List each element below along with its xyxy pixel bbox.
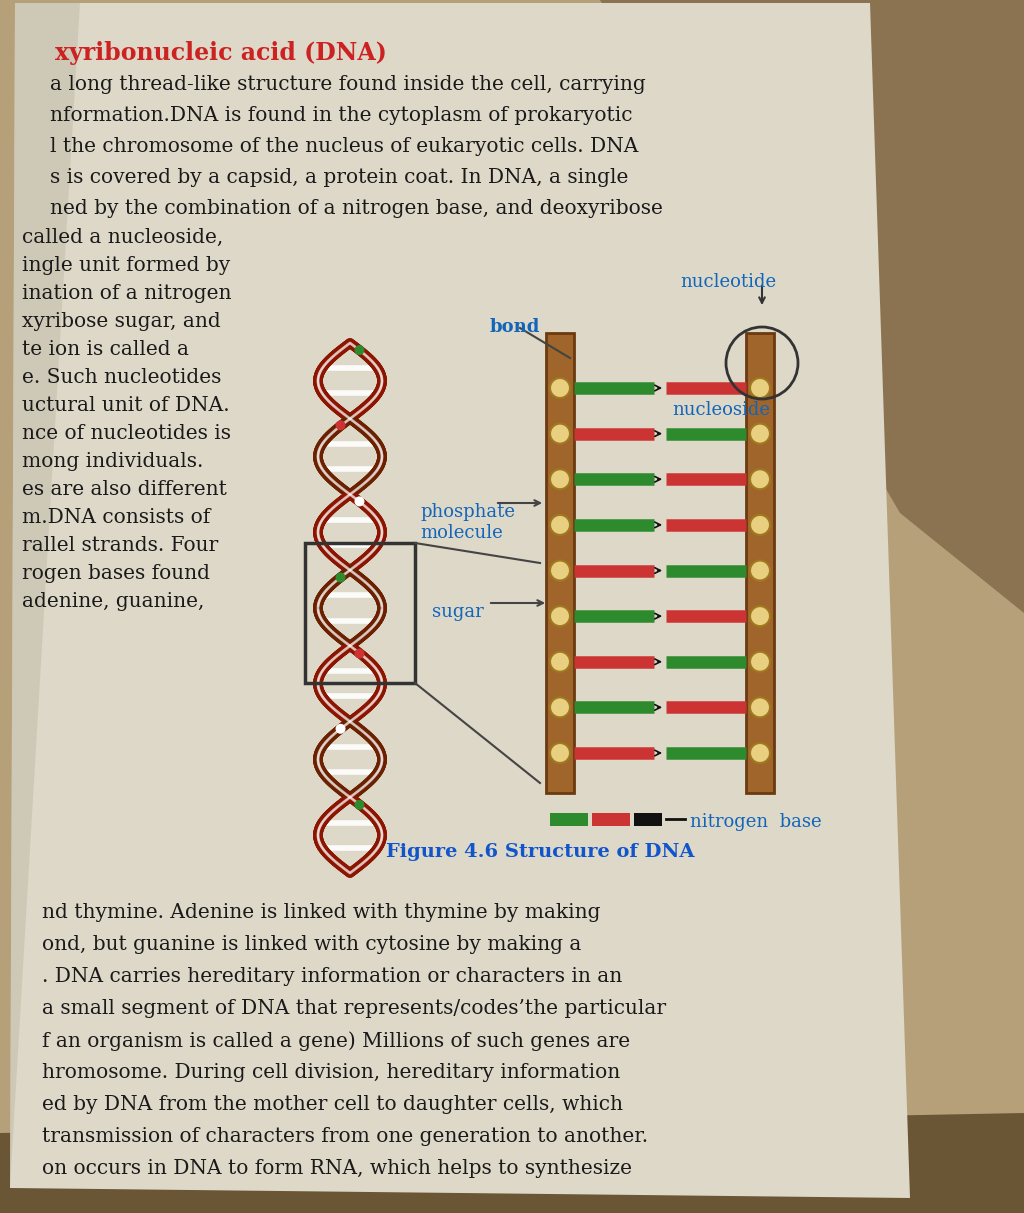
Text: called a nucleoside,: called a nucleoside, <box>22 228 223 247</box>
Text: a small segment of DNA that represents/codes’the particular: a small segment of DNA that represents/c… <box>42 1000 667 1018</box>
Circle shape <box>550 378 570 398</box>
Text: f an organism is called a gene) Millions of such genes are: f an organism is called a gene) Millions… <box>42 1031 630 1050</box>
Text: s is covered by a capsid, a protein coat. In DNA, a single: s is covered by a capsid, a protein coat… <box>50 167 629 187</box>
Text: nformation.DNA is found in the cytoplasm of prokaryotic: nformation.DNA is found in the cytoplasm… <box>50 106 633 125</box>
Text: es are also different: es are also different <box>22 480 227 499</box>
Circle shape <box>550 651 570 672</box>
Circle shape <box>750 697 770 717</box>
Text: m.DNA consists of: m.DNA consists of <box>22 508 210 526</box>
Circle shape <box>550 560 570 581</box>
Text: xyribonucleic acid (DNA): xyribonucleic acid (DNA) <box>55 41 387 66</box>
Circle shape <box>750 514 770 535</box>
Bar <box>305 543 415 683</box>
Bar <box>592 813 630 826</box>
Text: rallel strands. Four: rallel strands. Four <box>22 536 218 556</box>
Text: adenine, guanine,: adenine, guanine, <box>22 592 205 611</box>
Text: ination of a nitrogen: ination of a nitrogen <box>22 284 231 303</box>
Polygon shape <box>10 2 80 1188</box>
Bar <box>634 813 662 826</box>
Circle shape <box>550 514 570 535</box>
Bar <box>550 813 588 826</box>
Text: nce of nucleotides is: nce of nucleotides is <box>22 425 231 443</box>
Circle shape <box>750 560 770 581</box>
Text: xyribose sugar, and: xyribose sugar, and <box>22 312 221 331</box>
Text: a long thread-like structure found inside the cell, carrying: a long thread-like structure found insid… <box>50 75 646 93</box>
Text: transmission of characters from one generation to another.: transmission of characters from one gene… <box>42 1127 648 1146</box>
Text: e. Such nucleotides: e. Such nucleotides <box>22 368 221 387</box>
Text: nd thymine. Adenine is linked with thymine by making: nd thymine. Adenine is linked with thymi… <box>42 902 600 922</box>
Circle shape <box>750 651 770 672</box>
Text: nucleoside: nucleoside <box>672 402 770 418</box>
Circle shape <box>354 496 365 506</box>
Text: te ion is called a: te ion is called a <box>22 340 189 359</box>
Text: nitrogen  base: nitrogen base <box>690 813 821 831</box>
Bar <box>546 334 574 793</box>
Circle shape <box>336 573 345 582</box>
Text: Figure 4.6 Structure of DNA: Figure 4.6 Structure of DNA <box>386 843 694 861</box>
Text: ed by DNA from the mother cell to daughter cells, which: ed by DNA from the mother cell to daught… <box>42 1095 623 1114</box>
Circle shape <box>750 423 770 444</box>
Text: hromosome. During cell division, hereditary information: hromosome. During cell division, heredit… <box>42 1063 621 1082</box>
Text: ingle unit formed by: ingle unit formed by <box>22 256 230 275</box>
Polygon shape <box>600 0 1024 613</box>
Circle shape <box>354 799 365 810</box>
Text: l the chromosome of the nucleus of eukaryotic cells. DNA: l the chromosome of the nucleus of eukar… <box>50 137 638 156</box>
Circle shape <box>354 649 365 659</box>
Text: on occurs in DNA to form RNA, which helps to synthesize: on occurs in DNA to form RNA, which help… <box>42 1158 632 1178</box>
Polygon shape <box>0 1114 1024 1213</box>
Circle shape <box>550 469 570 489</box>
Text: rogen bases found: rogen bases found <box>22 564 210 583</box>
Circle shape <box>750 469 770 489</box>
Circle shape <box>550 697 570 717</box>
Text: bond: bond <box>490 318 541 336</box>
Text: phosphate
molecule: phosphate molecule <box>420 503 515 542</box>
Circle shape <box>750 378 770 398</box>
Circle shape <box>354 344 365 355</box>
Text: ned by the combination of a nitrogen base, and deoxyribose: ned by the combination of a nitrogen bas… <box>50 199 663 218</box>
Circle shape <box>550 606 570 626</box>
Text: nucleotide: nucleotide <box>680 273 776 291</box>
Text: . DNA carries hereditary information or characters in an: . DNA carries hereditary information or … <box>42 967 623 986</box>
Text: mong individuals.: mong individuals. <box>22 452 204 471</box>
Circle shape <box>750 744 770 763</box>
Bar <box>746 334 774 793</box>
Circle shape <box>336 724 345 734</box>
Text: sugar: sugar <box>432 603 483 621</box>
Circle shape <box>336 420 345 431</box>
Polygon shape <box>10 2 910 1198</box>
Circle shape <box>750 606 770 626</box>
Text: ond, but guanine is linked with cytosine by making a: ond, but guanine is linked with cytosine… <box>42 935 582 953</box>
Circle shape <box>550 744 570 763</box>
Circle shape <box>550 423 570 444</box>
Text: uctural unit of DNA.: uctural unit of DNA. <box>22 395 229 415</box>
